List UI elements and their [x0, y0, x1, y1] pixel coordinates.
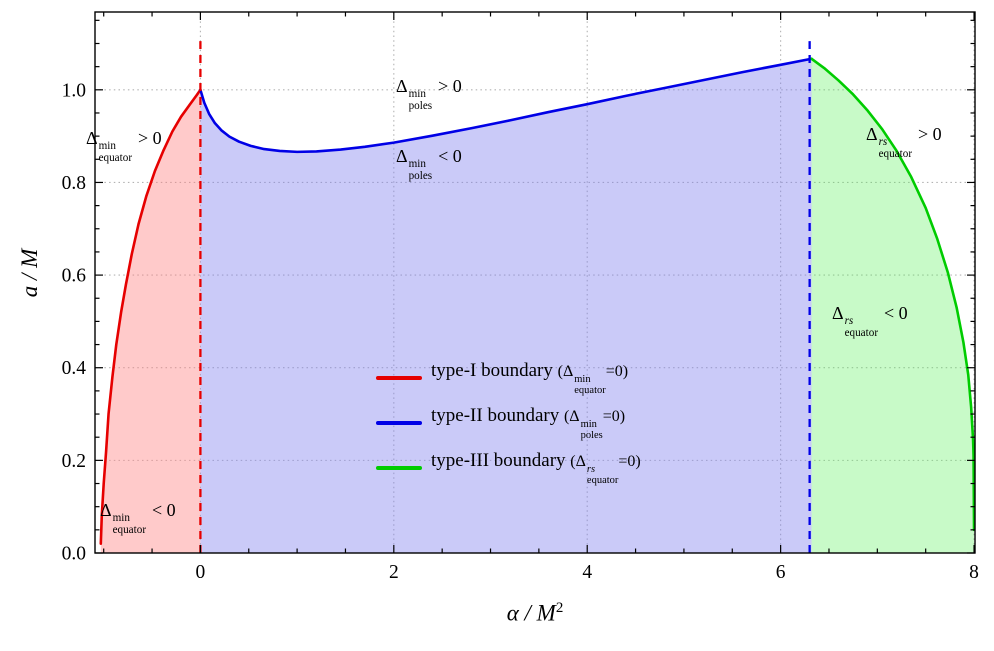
subscript: poles — [408, 99, 433, 112]
legend-label-prefix: type-I boundary — [431, 360, 558, 382]
superscript: min — [574, 373, 591, 385]
legend: type-I boundary (Δ min equator =0) type-II … — [376, 360, 641, 501]
legend-label-prefix: type-II boundary — [431, 405, 564, 427]
sup-sub-stack: rs equator — [587, 464, 619, 486]
sup-sub-stack: min equator — [98, 140, 133, 164]
x-axis-label: α / M2 — [507, 600, 564, 627]
x-axis-label-main: α / M — [506, 600, 556, 626]
sup-sub-stack: rs equator — [878, 136, 913, 160]
subscript: poles — [408, 169, 433, 182]
superscript: min — [408, 88, 426, 101]
delta-symbol: Δ — [832, 303, 844, 323]
svg-text:0.6: 0.6 — [62, 266, 87, 287]
delta-symbol: Δ — [100, 500, 112, 520]
svg-text:0: 0 — [196, 562, 206, 583]
delta-symbol: Δ — [396, 146, 408, 166]
relation-text: < 0 — [438, 146, 462, 166]
subscript: equator — [112, 523, 147, 536]
legend-label: type-II boundary (Δ min poles =0) — [431, 405, 625, 440]
open-paren: ( — [570, 453, 576, 471]
close-text: =0) — [618, 453, 641, 471]
subscript: equator — [98, 151, 133, 164]
legend-label: type-I boundary (Δ min equator =0) — [431, 360, 628, 395]
sup-sub-stack: min equator — [112, 512, 147, 536]
delta-symbol: Δ — [396, 76, 408, 96]
sup-sub-stack: min equator — [574, 374, 606, 396]
legend-label-math: (Δ min poles =0) — [563, 408, 626, 440]
svg-text:8: 8 — [969, 562, 979, 583]
delta-symbol: Δ — [569, 408, 580, 426]
relation-text: > 0 — [438, 76, 462, 96]
relation-text: > 0 — [138, 128, 162, 148]
delta-symbol: Δ — [866, 124, 878, 144]
superscript: min — [408, 158, 426, 171]
legend-label-math: (Δ rs equator =0) — [570, 453, 641, 485]
relation-text: > 0 — [918, 124, 942, 144]
relation-text: < 0 — [884, 303, 908, 323]
sup-sub-stack: min poles — [408, 88, 433, 112]
legend-line-green — [376, 466, 422, 470]
subscript: equator — [844, 326, 879, 339]
delta-symbol: Δ — [575, 453, 586, 471]
legend-label-prefix: type-III boundary — [431, 450, 571, 472]
open-paren: ( — [557, 363, 563, 381]
delta-symbol: Δ — [562, 363, 574, 381]
x-axis-label-exponent: 2 — [555, 600, 564, 616]
svg-text:2: 2 — [389, 562, 399, 583]
legend-item-type-2: type-II boundary (Δ min poles =0) — [376, 405, 641, 441]
legend-line-blue — [376, 421, 422, 425]
superscript: min — [580, 418, 597, 430]
svg-text:0.2: 0.2 — [62, 451, 86, 472]
open-paren: ( — [563, 408, 570, 426]
legend-line-red — [376, 376, 422, 380]
close-text: =0) — [602, 408, 626, 426]
legend-label: type-III boundary (Δ rs equator =0) — [431, 450, 641, 485]
subscript: equator — [574, 384, 606, 396]
svg-text:0.4: 0.4 — [62, 358, 87, 379]
svg-text:4: 4 — [582, 562, 592, 583]
superscript: min — [112, 512, 130, 525]
sup-sub-stack: min poles — [408, 158, 433, 182]
superscript: rs — [878, 136, 888, 149]
legend-item-type-3: type-III boundary (Δ rs equator =0) — [376, 450, 641, 486]
superscript: rs — [586, 463, 596, 475]
subscript: poles — [580, 429, 603, 441]
legend-label-math: (Δ min equator =0) — [557, 363, 629, 395]
svg-text:0.8: 0.8 — [62, 173, 86, 194]
svg-text:6: 6 — [776, 562, 786, 583]
sup-sub-stack: rs equator — [844, 315, 879, 339]
close-text: =0) — [605, 363, 629, 381]
superscript: min — [98, 140, 116, 153]
svg-text:1.0: 1.0 — [62, 80, 86, 101]
delta-symbol: Δ — [86, 128, 98, 148]
legend-item-type-1: type-I boundary (Δ min equator =0) — [376, 360, 641, 396]
svg-text:0.0: 0.0 — [62, 544, 86, 565]
subscript: equator — [586, 474, 619, 486]
sup-sub-stack: min poles — [581, 419, 603, 441]
superscript: rs — [844, 315, 854, 328]
subscript: equator — [878, 147, 913, 160]
relation-text: < 0 — [152, 500, 176, 520]
y-axis-label: a / M — [17, 248, 42, 298]
